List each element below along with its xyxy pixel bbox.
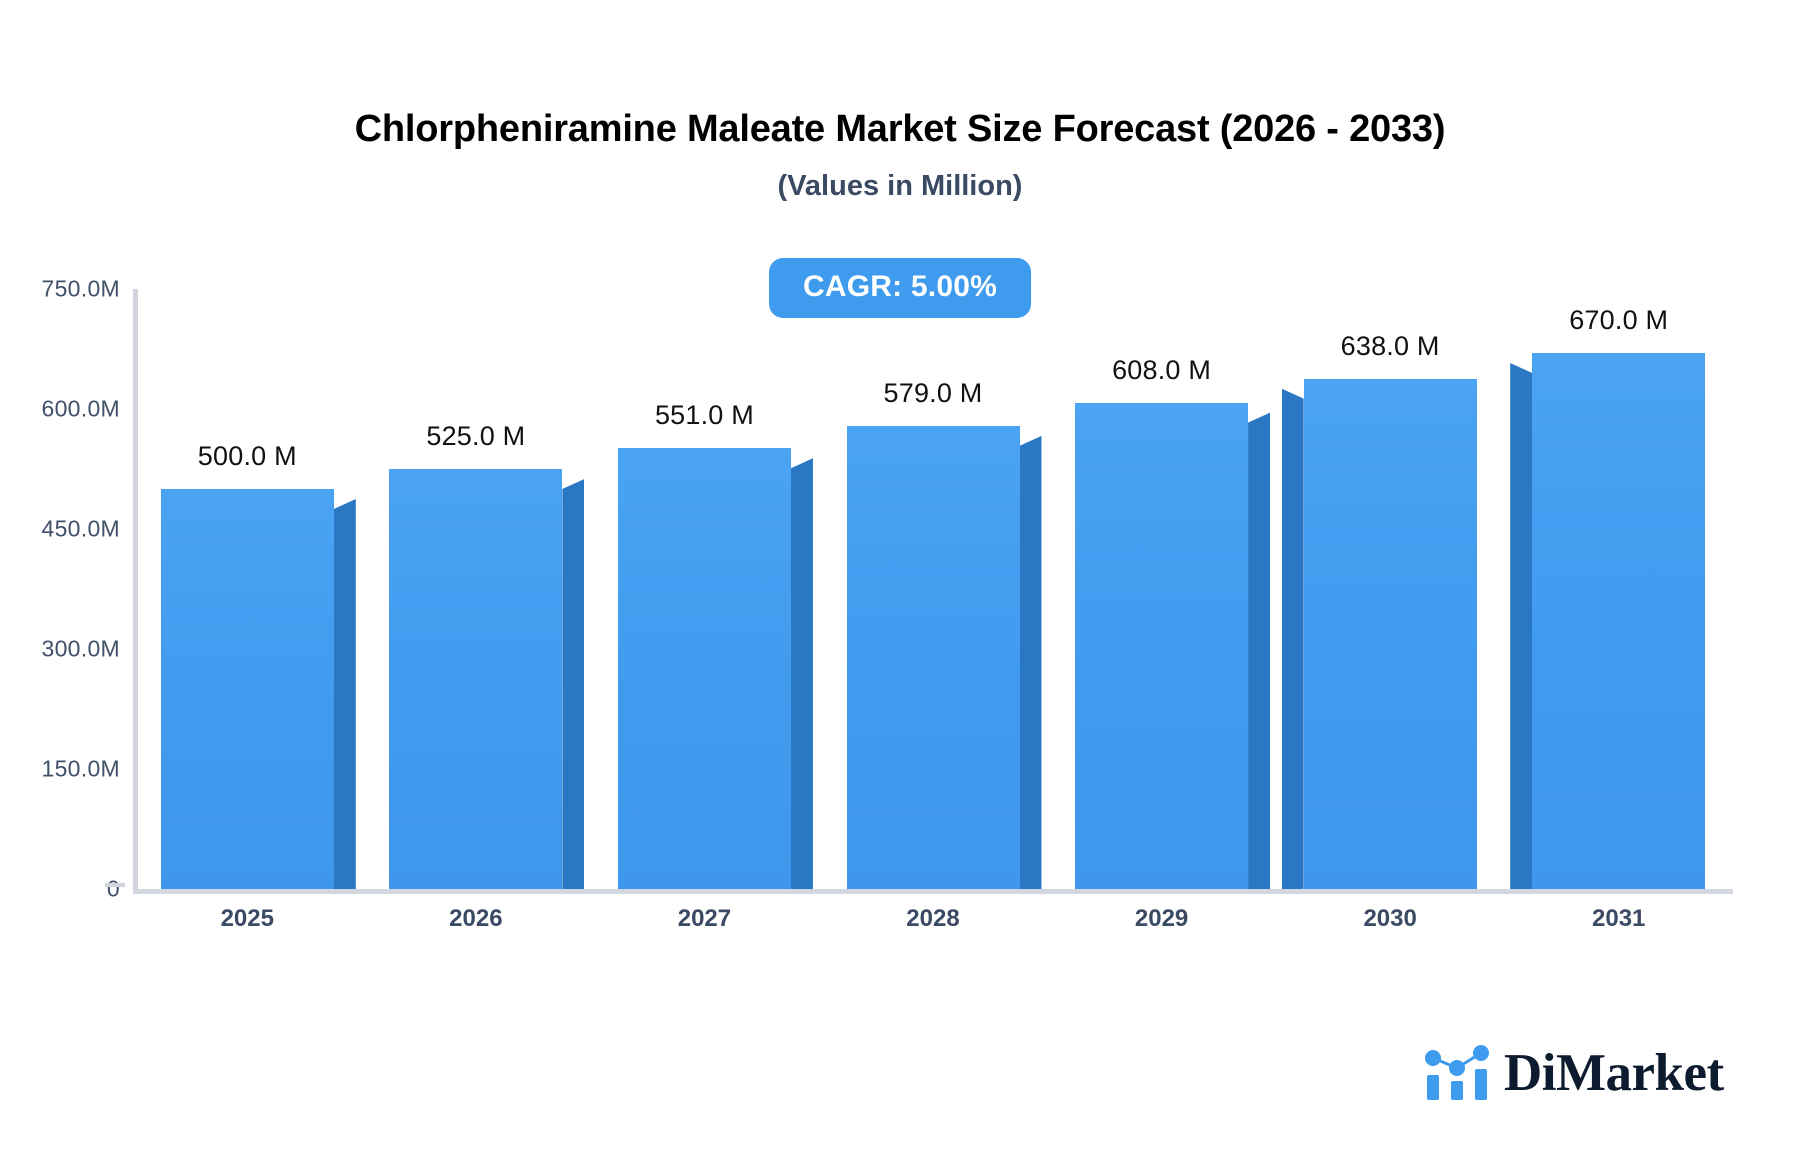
bar-front-face bbox=[1075, 402, 1249, 889]
y-axis-label: 0 bbox=[106, 875, 120, 902]
bar-side-face bbox=[562, 479, 585, 889]
x-axis-label: 2030 bbox=[1363, 905, 1417, 932]
bar-2028[interactable] bbox=[846, 425, 1042, 889]
bar-2029[interactable] bbox=[1075, 402, 1271, 889]
x-axis-label: 2027 bbox=[677, 905, 732, 932]
bar-value-label: 579.0 M bbox=[883, 377, 983, 408]
y-axis-label: 450.0M bbox=[41, 515, 120, 542]
dimarket-logo: DiMarket bbox=[1424, 1045, 1724, 1101]
x-axis-label: 2025 bbox=[220, 905, 274, 932]
page-title: Chlorpheniramine Maleate Market Size For… bbox=[354, 108, 1446, 150]
x-axis-label: 2026 bbox=[449, 905, 503, 932]
page-subtitle: (Values in Million) bbox=[777, 170, 1023, 202]
bar-front-face bbox=[160, 489, 334, 889]
x-axis-tick-labels: 2025 2026 2027 2028 2029 2030 2031 bbox=[133, 905, 1733, 945]
bar-side-face bbox=[790, 458, 813, 889]
bar-2031[interactable] bbox=[1510, 353, 1706, 889]
bar-chart-icon bbox=[1425, 1045, 1489, 1100]
logo-text: DiMarket bbox=[1504, 1043, 1724, 1102]
y-axis-label: 300.0M bbox=[41, 635, 120, 662]
bar-2030[interactable] bbox=[1281, 378, 1477, 889]
bar-value-label: 551.0 M bbox=[654, 400, 754, 431]
y-axis-label: 150.0M bbox=[41, 755, 120, 782]
bar-front-face bbox=[846, 425, 1020, 889]
bar-front-face bbox=[617, 448, 791, 889]
bar-2027[interactable] bbox=[617, 448, 813, 889]
bar-value-label: 638.0 M bbox=[1340, 330, 1440, 361]
y-axis-label: 600.0M bbox=[41, 395, 120, 422]
x-axis-label: 2031 bbox=[1592, 905, 1646, 932]
bar-front-face bbox=[389, 469, 563, 889]
bar-side-face bbox=[1248, 412, 1271, 889]
x-axis-label: 2028 bbox=[906, 905, 960, 932]
bar-front-face bbox=[1303, 378, 1477, 889]
bar-2026[interactable] bbox=[389, 469, 585, 889]
y-axis-tick-labels: 0 150.0M 300.0M 450.0M 600.0M 750.0M bbox=[0, 276, 120, 902]
bar-value-label: 500.0 M bbox=[197, 441, 297, 471]
bar-side-face bbox=[333, 499, 356, 889]
cagr-badge: CAGR: 5.00% bbox=[769, 258, 1031, 318]
bar-side-face bbox=[1510, 363, 1533, 889]
x-axis-line bbox=[133, 889, 1733, 894]
bar-side-face bbox=[1019, 435, 1042, 889]
bar-front-face bbox=[1532, 353, 1706, 889]
y-axis-label: 750.0M bbox=[41, 275, 120, 302]
plot-area: 500.0 M 525.0 M 551.0 M 579.0 M 608.0 M 638.0… bbox=[133, 289, 1733, 894]
y-axis-line bbox=[133, 289, 138, 889]
y-axis-zero-tick bbox=[105, 883, 125, 887]
bar-value-label: 525.0 M bbox=[426, 421, 526, 451]
bar-side-face bbox=[1281, 388, 1304, 889]
x-axis-label: 2029 bbox=[1134, 905, 1189, 932]
bar-value-label: 608.0 M bbox=[1112, 354, 1212, 385]
bar-2025[interactable] bbox=[160, 489, 356, 889]
bar-value-label: 670.0 M bbox=[1569, 305, 1669, 335]
